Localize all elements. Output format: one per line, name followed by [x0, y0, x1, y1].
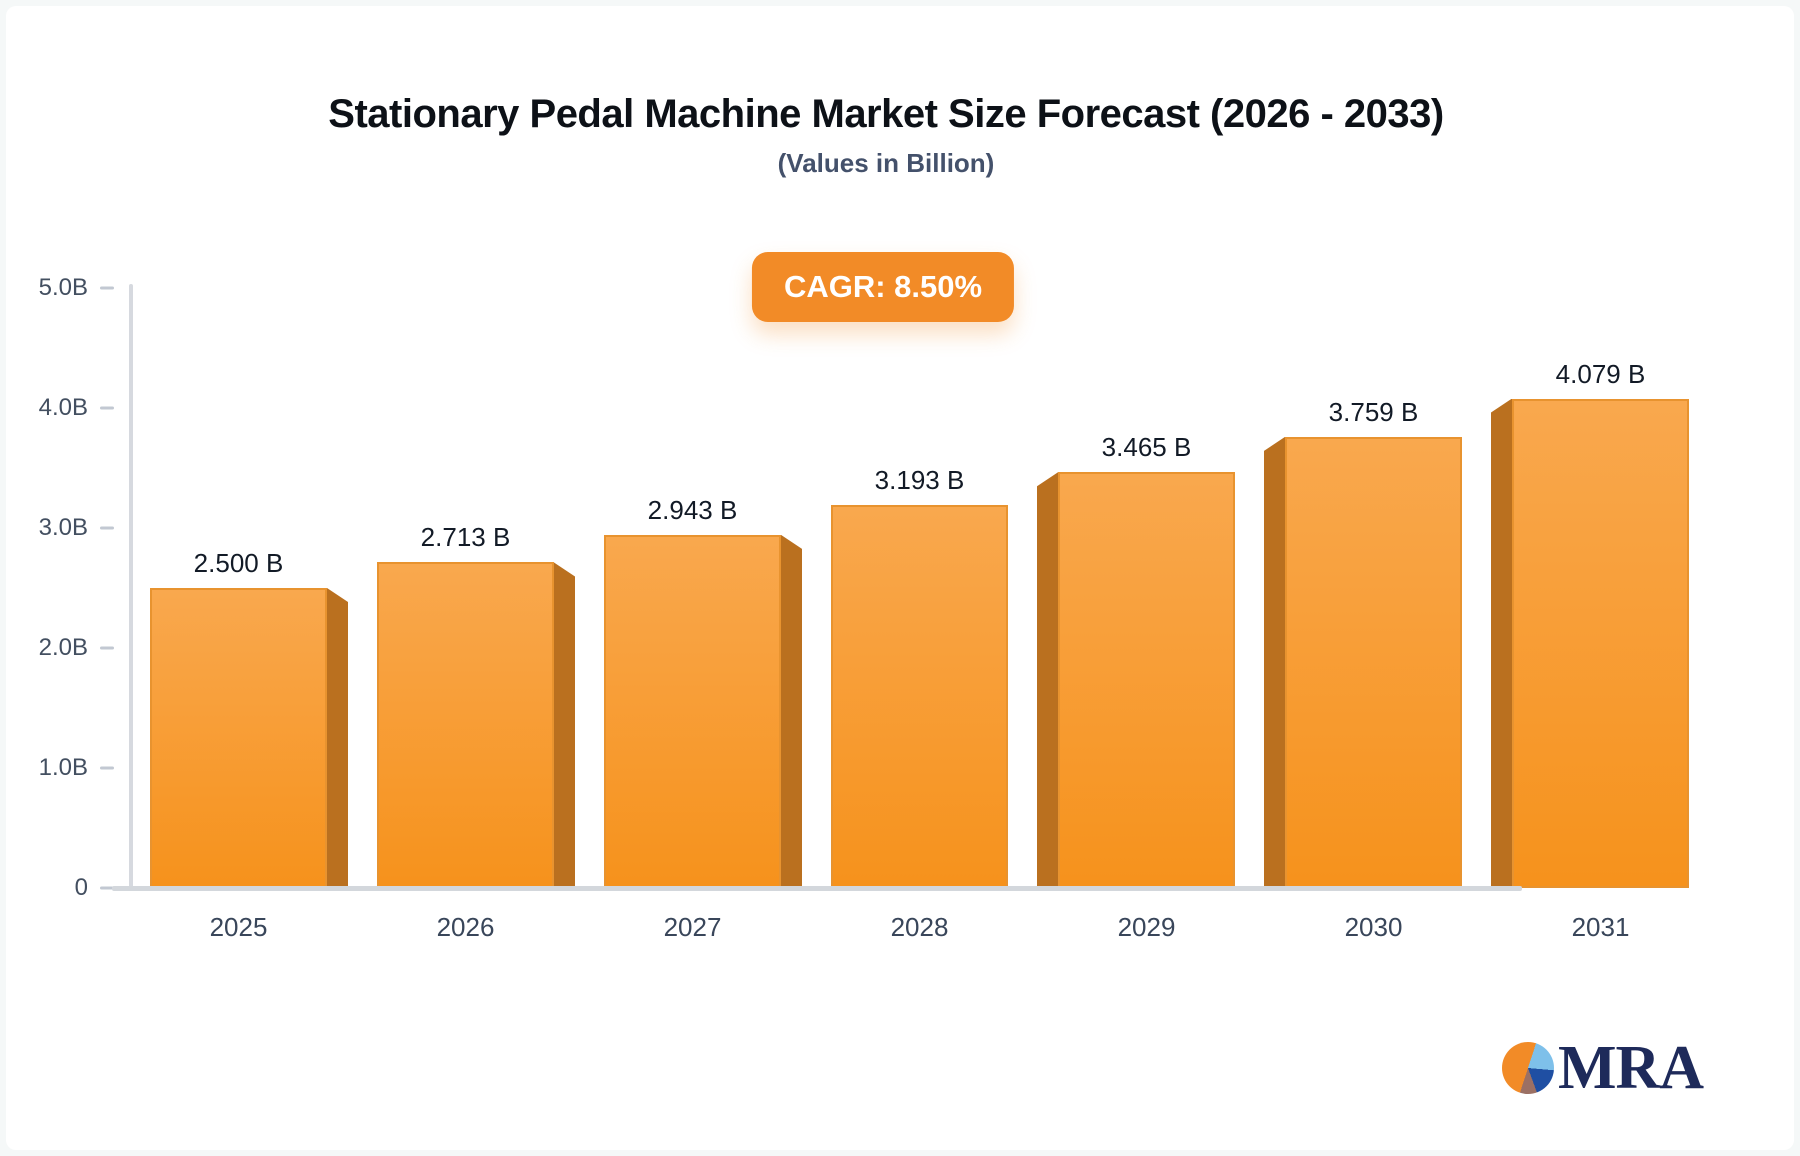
logo-text: MRA	[1558, 1034, 1704, 1102]
bar-side-2025	[327, 588, 348, 888]
chart-subtitle: (Values in Billion)	[777, 148, 995, 178]
x-category-label-2029: 2029	[1117, 912, 1176, 942]
bar-value-label-2029: 3.465 B	[1101, 432, 1192, 463]
y-tick-label-2.0B: 2.0B	[38, 634, 88, 661]
bar-value-label-2030: 3.759 B	[1328, 396, 1419, 427]
bar-2025[interactable]	[150, 588, 327, 888]
x-category-label-2028: 2028	[890, 912, 949, 942]
y-axis-line	[129, 284, 133, 888]
y-tick-mark	[100, 886, 114, 890]
y-tick-label-3.0B: 3.0B	[38, 514, 88, 541]
bar-value-label-2027: 2.943 B	[647, 494, 738, 525]
bar-2028[interactable]	[831, 504, 1008, 888]
bar-value-label-2026: 2.713 B	[420, 522, 511, 553]
y-tick-mark	[100, 286, 114, 290]
x-category-label-2025: 2025	[209, 912, 268, 942]
bar-side-2027	[781, 534, 802, 888]
bar-side-2029	[1037, 472, 1058, 888]
brand-logo: MRA	[1502, 1034, 1704, 1102]
y-tick-label-4.0B: 4.0B	[38, 394, 88, 421]
x-category-label-2026: 2026	[436, 912, 495, 942]
bar-side-2030	[1264, 436, 1285, 888]
bar-2030[interactable]	[1285, 436, 1462, 888]
bar-value-label-2025: 2.500 B	[193, 548, 284, 578]
cagr-badge: CAGR: 8.50%	[751, 252, 1015, 322]
bar-2026[interactable]	[377, 562, 554, 888]
bar-value-label-2028: 3.193 B	[874, 464, 965, 495]
y-tick-mark	[100, 766, 114, 770]
y-tick-label-5.0B: 5.0B	[38, 274, 88, 301]
bar-2031[interactable]	[1512, 398, 1689, 888]
x-axis-line	[112, 886, 1522, 891]
y-tick-mark	[100, 526, 114, 530]
y-tick-label-0: 0	[74, 874, 88, 901]
x-category-label-2030: 2030	[1344, 912, 1403, 942]
y-tick-mark	[100, 646, 114, 650]
x-category-label-2027: 2027	[663, 912, 722, 942]
bar-2029[interactable]	[1058, 472, 1235, 888]
y-tick-mark	[100, 406, 114, 410]
pie-chart-logo-icon	[1502, 1042, 1554, 1094]
bar-value-label-2031: 4.079 B	[1555, 358, 1646, 389]
bar-side-2026	[554, 562, 575, 888]
chart-title: Stationary Pedal Machine Market Size For…	[328, 92, 1444, 136]
x-category-label-2031: 2031	[1571, 912, 1630, 942]
bar-2027[interactable]	[604, 534, 781, 888]
bar-side-2031	[1491, 398, 1512, 888]
y-tick-label-1.0B: 1.0B	[38, 754, 88, 781]
